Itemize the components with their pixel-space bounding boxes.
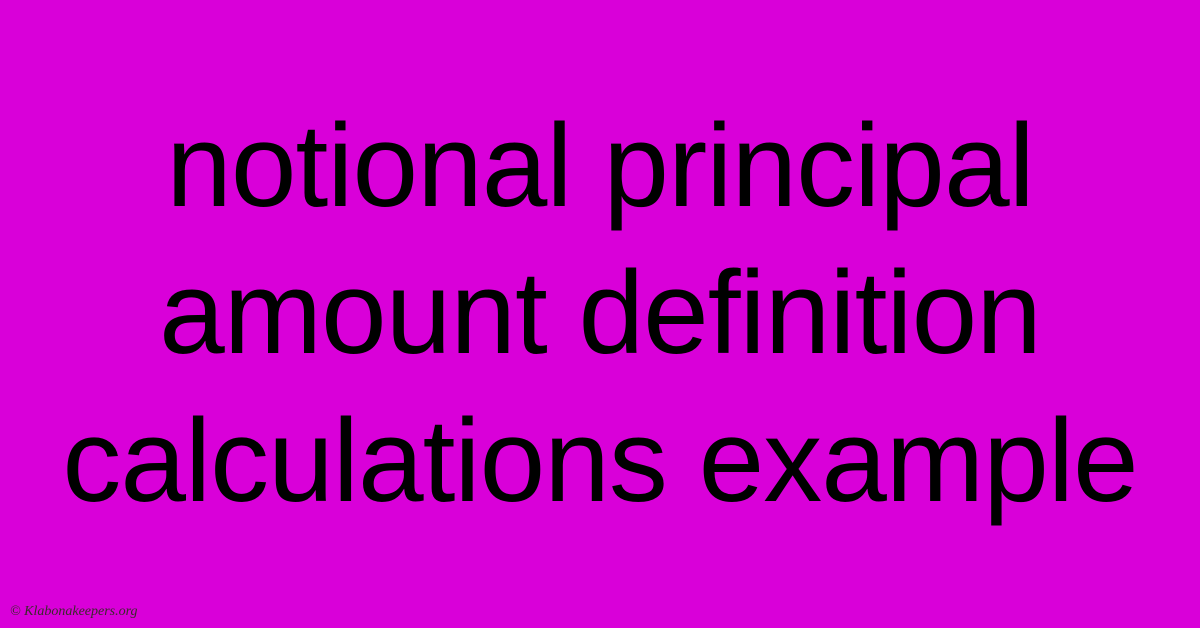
headline-text: notional principal amount definition cal…	[0, 0, 1200, 628]
attribution-text: © Klabonakeepers.org	[10, 604, 138, 620]
